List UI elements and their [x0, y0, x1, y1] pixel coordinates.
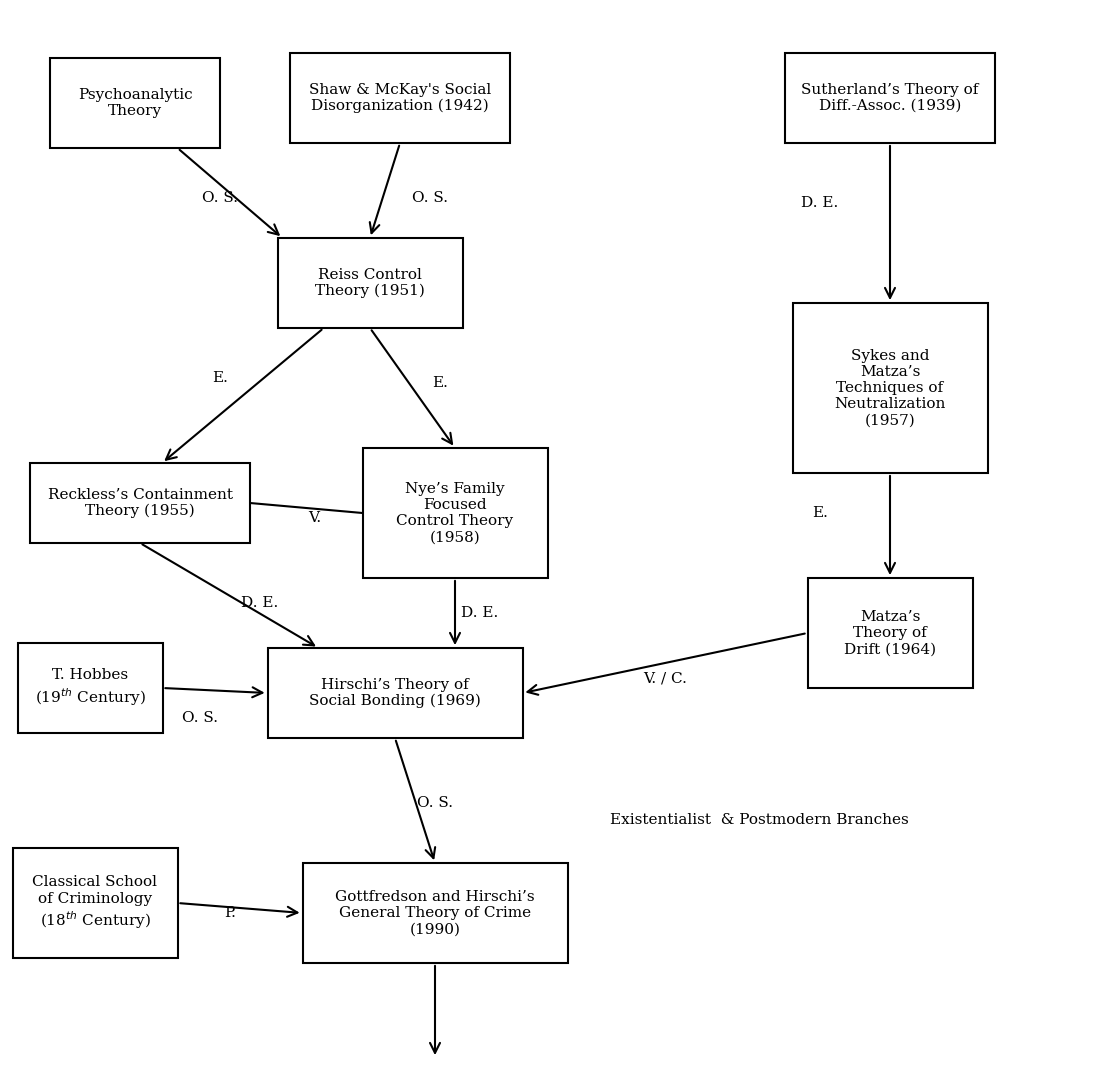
Text: Sutherland’s Theory of
Diff.-Assoc. (1939): Sutherland’s Theory of Diff.-Assoc. (193… [802, 83, 978, 113]
Bar [302, 863, 567, 963]
Text: Reckless’s Containment
Theory (1955): Reckless’s Containment Theory (1955) [47, 488, 233, 518]
Text: Reiss Control
Theory (1951): Reiss Control Theory (1951) [315, 268, 425, 298]
Text: Shaw & McKay's Social
Disorganization (1942): Shaw & McKay's Social Disorganization (1… [309, 82, 491, 113]
Text: P.: P. [224, 906, 236, 920]
Text: T. Hobbes
(19$^{th}$ Century): T. Hobbes (19$^{th}$ Century) [34, 669, 146, 707]
Bar [277, 238, 463, 328]
Text: V.: V. [308, 511, 321, 525]
Bar [30, 464, 250, 543]
Bar [362, 447, 548, 578]
Text: D. E.: D. E. [802, 197, 839, 210]
Text: E.: E. [813, 506, 828, 520]
Text: Matza’s
Theory of
Drift (1964): Matza’s Theory of Drift (1964) [843, 610, 936, 656]
Text: O. S.: O. S. [202, 191, 238, 205]
Bar [785, 53, 995, 143]
Text: Gottfredson and Hirschi’s
General Theory of Crime
(1990): Gottfredson and Hirschi’s General Theory… [336, 890, 534, 937]
Bar [807, 578, 973, 688]
Text: Sykes and
Matza’s
Techniques of
Neutralization
(1957): Sykes and Matza’s Techniques of Neutrali… [835, 348, 946, 427]
Bar [793, 303, 987, 473]
Text: Classical School
of Criminology
(18$^{th}$ Century): Classical School of Criminology (18$^{th… [32, 876, 158, 930]
Bar [267, 648, 522, 738]
Text: O. S.: O. S. [412, 191, 448, 205]
Text: Hirschi’s Theory of
Social Bonding (1969): Hirschi’s Theory of Social Bonding (1969… [309, 678, 481, 708]
Text: E.: E. [432, 376, 448, 390]
Bar [12, 848, 178, 958]
Text: O. S.: O. S. [417, 796, 453, 810]
Bar [18, 643, 162, 733]
Text: D. E.: D. E. [461, 606, 499, 621]
Text: Nye’s Family
Focused
Control Theory
(1958): Nye’s Family Focused Control Theory (195… [396, 482, 513, 545]
Bar [50, 58, 220, 148]
Text: Psychoanalytic
Theory: Psychoanalytic Theory [77, 88, 192, 119]
Bar [290, 53, 510, 143]
Text: O. S.: O. S. [182, 711, 217, 725]
Text: Existentialist  & Postmodern Branches: Existentialist & Postmodern Branches [611, 813, 909, 827]
Text: E.: E. [212, 371, 227, 384]
Text: V. / C.: V. / C. [643, 671, 687, 685]
Text: D. E.: D. E. [242, 596, 278, 610]
